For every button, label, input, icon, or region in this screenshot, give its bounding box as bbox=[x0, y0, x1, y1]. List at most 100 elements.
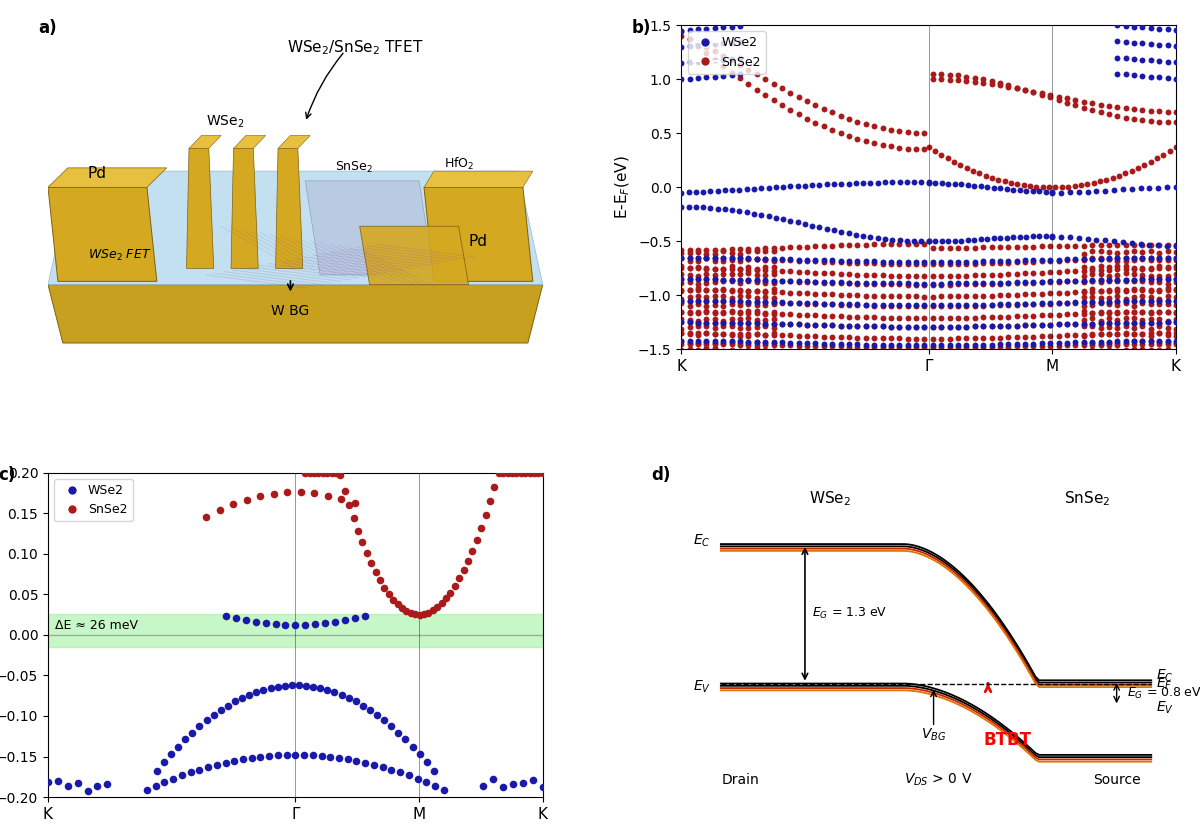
Point bbox=[1141, 273, 1160, 286]
Point bbox=[998, 310, 1018, 323]
Point bbox=[1166, 105, 1186, 118]
Point bbox=[1158, 262, 1177, 275]
Point bbox=[731, 276, 750, 289]
Point bbox=[773, 295, 792, 309]
Point bbox=[1158, 244, 1177, 258]
Point bbox=[331, 492, 350, 506]
Point bbox=[731, 321, 750, 335]
Point bbox=[1141, 269, 1160, 283]
Point bbox=[697, 326, 716, 340]
Point bbox=[1108, 283, 1127, 296]
Point bbox=[680, 276, 700, 289]
Point bbox=[965, 320, 984, 333]
Point bbox=[731, 329, 750, 342]
Point bbox=[697, 273, 716, 286]
Point bbox=[872, 277, 892, 290]
Point bbox=[806, 318, 826, 331]
Point bbox=[864, 276, 883, 289]
Point bbox=[714, 263, 733, 276]
Point bbox=[1140, 181, 1159, 195]
Point bbox=[246, 615, 265, 628]
Point bbox=[748, 262, 767, 275]
Point bbox=[998, 289, 1018, 302]
Point bbox=[715, 203, 734, 216]
Point bbox=[906, 237, 925, 250]
Point bbox=[788, 216, 808, 229]
Point bbox=[1074, 101, 1093, 114]
Point bbox=[982, 310, 1001, 324]
Point bbox=[1091, 296, 1110, 310]
Legend: WSe2, SnSe2: WSe2, SnSe2 bbox=[688, 31, 766, 74]
Point bbox=[815, 102, 834, 116]
Point bbox=[906, 332, 925, 346]
Point bbox=[990, 277, 1009, 290]
Point bbox=[1150, 284, 1169, 297]
Point bbox=[948, 341, 967, 354]
Point bbox=[973, 241, 992, 254]
Point bbox=[1066, 307, 1085, 320]
Point bbox=[919, 176, 938, 190]
Point bbox=[1091, 295, 1110, 309]
Point bbox=[672, 284, 691, 298]
Point bbox=[1032, 339, 1051, 352]
Point bbox=[1133, 37, 1152, 50]
Point bbox=[480, 495, 499, 508]
Point bbox=[1057, 317, 1076, 331]
Point bbox=[1133, 320, 1152, 333]
Point bbox=[830, 337, 850, 351]
Point bbox=[282, 679, 301, 692]
Point bbox=[672, 200, 691, 213]
Point bbox=[472, 521, 491, 534]
Point bbox=[38, 775, 58, 789]
Point bbox=[348, 524, 367, 538]
Point bbox=[706, 305, 725, 319]
Point bbox=[1040, 91, 1060, 104]
Point bbox=[790, 253, 809, 266]
Point bbox=[190, 763, 209, 776]
Point bbox=[822, 310, 841, 323]
Point bbox=[940, 300, 959, 313]
Point bbox=[853, 176, 872, 190]
Point bbox=[806, 330, 826, 343]
Point bbox=[948, 289, 967, 303]
Point bbox=[1074, 260, 1093, 274]
Point bbox=[764, 285, 784, 299]
Point bbox=[155, 756, 174, 769]
Point bbox=[881, 298, 900, 311]
Point bbox=[1166, 344, 1186, 357]
Point bbox=[864, 237, 883, 251]
Point bbox=[881, 320, 900, 333]
Point bbox=[832, 177, 851, 190]
Point bbox=[1166, 253, 1186, 267]
Point bbox=[806, 287, 826, 300]
Point bbox=[1158, 289, 1177, 303]
Point bbox=[781, 274, 800, 288]
Point bbox=[781, 180, 800, 193]
Point bbox=[1015, 310, 1034, 323]
Point bbox=[1069, 232, 1088, 245]
Point bbox=[748, 68, 767, 81]
Point bbox=[1128, 161, 1147, 175]
Point bbox=[864, 299, 883, 312]
Point bbox=[731, 338, 750, 352]
Point bbox=[731, 19, 750, 33]
Point bbox=[714, 273, 733, 286]
Point bbox=[982, 289, 1001, 302]
Point bbox=[1091, 305, 1110, 319]
Point bbox=[731, 299, 750, 312]
Point bbox=[1099, 284, 1118, 298]
Point bbox=[798, 95, 817, 108]
Point bbox=[305, 487, 324, 500]
Point bbox=[773, 285, 792, 299]
Point bbox=[1015, 267, 1034, 280]
Point bbox=[1133, 296, 1152, 310]
Point bbox=[1166, 283, 1186, 296]
Point bbox=[1166, 312, 1186, 326]
Point bbox=[689, 277, 708, 290]
Point bbox=[739, 274, 758, 287]
Text: $E_C$: $E_C$ bbox=[694, 533, 710, 549]
Point bbox=[714, 316, 733, 330]
Point bbox=[1166, 116, 1186, 129]
Point bbox=[406, 607, 425, 621]
Point bbox=[995, 175, 1014, 188]
